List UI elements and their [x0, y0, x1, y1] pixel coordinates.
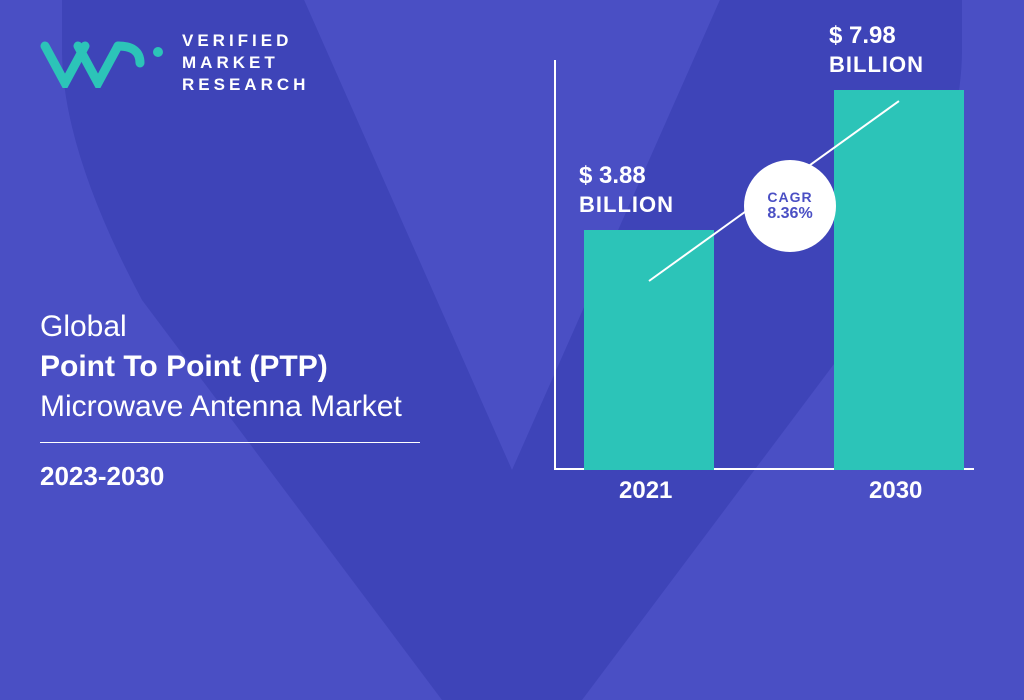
cagr-badge: CAGR 8.36% [744, 160, 836, 252]
cagr-label: CAGR [767, 189, 812, 205]
bar-amount-2021: $ 3.88 [579, 161, 674, 191]
logo-text-line3: RESEARCH [182, 74, 309, 96]
logo-text-line2: MARKET [182, 52, 309, 74]
bar-chart: $ 3.88 BILLION 2021 $ 7.98 BILLION 2030 … [544, 20, 984, 510]
bar-unit-2021: BILLION [579, 191, 674, 219]
title-line2: Point To Point (PTP) [40, 350, 420, 384]
title-line3: Microwave Antenna Market [40, 390, 420, 424]
y-axis [554, 60, 556, 470]
logo-text-line1: VERIFIED [182, 30, 309, 52]
logo: VERIFIED MARKET RESEARCH [40, 30, 309, 96]
bar-2030 [834, 90, 964, 470]
bar-amount-2030: $ 7.98 [829, 21, 924, 51]
title-line1: Global [40, 310, 420, 344]
title-block: Global Point To Point (PTP) Microwave An… [40, 310, 420, 492]
bar-label-2021: $ 3.88 BILLION [579, 161, 674, 219]
year-label-2021: 2021 [619, 477, 672, 505]
bar-2021 [584, 230, 714, 470]
bar-unit-2030: BILLION [829, 51, 924, 79]
logo-mark-icon [40, 38, 170, 88]
title-years: 2023-2030 [40, 461, 420, 492]
cagr-value: 8.36% [767, 205, 812, 223]
logo-text: VERIFIED MARKET RESEARCH [182, 30, 309, 96]
bar-label-2030: $ 7.98 BILLION [829, 21, 924, 79]
year-label-2030: 2030 [869, 477, 922, 505]
title-divider [40, 442, 420, 443]
